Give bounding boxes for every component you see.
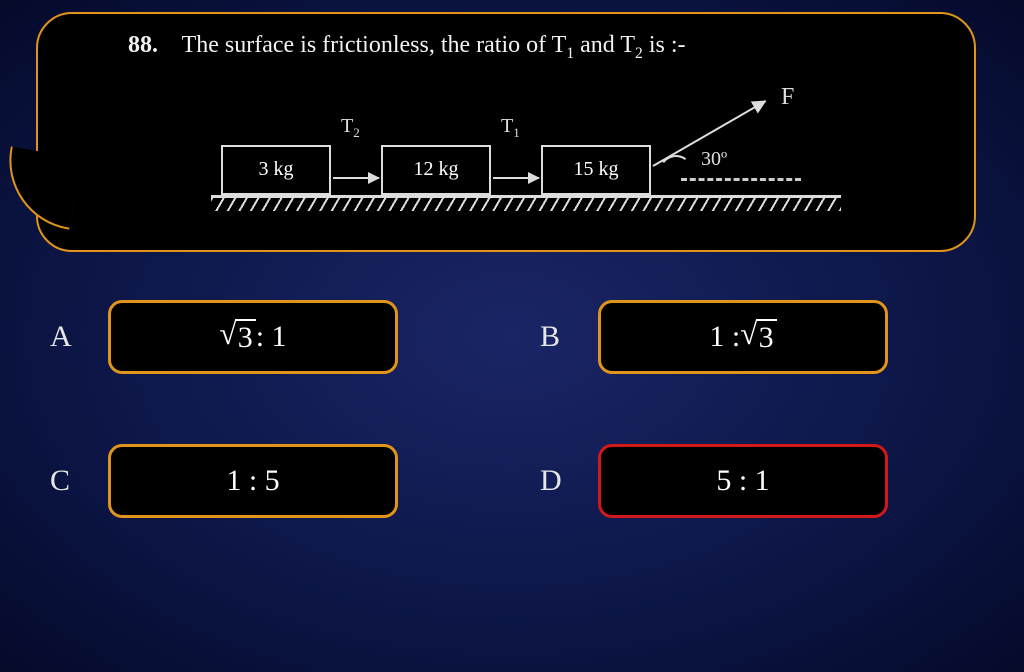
option-a[interactable]: 3 : 1 [108,300,398,374]
option-c[interactable]: 1 : 5 [108,444,398,518]
tension-label-t1: T1 [501,115,520,141]
block-12kg: 12 kg [381,145,491,195]
force-label: F [781,84,794,111]
ground-hatching [211,198,841,211]
option-d[interactable]: 5 : 1 [598,444,888,518]
tension-arrow-t1 [493,177,539,179]
option-c-text: 1 : 5 [226,464,279,498]
bubble-tail [0,146,82,229]
sub-1: 1 [566,45,574,62]
option-row-d: D 5 : 1 [540,444,970,518]
option-a-rest: : 1 [256,320,287,354]
question-number: 88. [128,32,158,58]
t2-sub: 2 [353,125,360,140]
angle-label: 30º [701,148,727,171]
question-text: 88. The surface is frictionless, the rat… [128,32,934,63]
reference-dashed-line [681,178,801,181]
block-12kg-label: 12 kg [414,158,459,181]
option-a-sqrtval: 3 [235,319,256,355]
option-letter-b: B [540,320,570,354]
option-row-a: A 3 : 1 [50,300,480,374]
question-body-2: and T [574,32,635,58]
option-b-pre: 1 : [709,320,740,354]
t2-letter: T [341,115,353,137]
diagram: 3 kg 12 kg 15 kg T2 T1 F 30º [221,91,841,231]
option-row-c: C 1 : 5 [50,444,480,518]
question-body-1: The surface is frictionless, the ratio o… [182,32,567,58]
options-grid: A 3 : 1 B 1 : 3 C 1 : 5 D 5 : 1 [50,300,970,518]
t1-letter: T [501,115,513,137]
option-letter-a: A [50,320,80,354]
sqrt-icon: 3 [219,319,255,355]
block-3kg-label: 3 kg [259,158,294,181]
question-body-3: is :- [643,32,686,58]
ground-line [211,195,841,211]
option-d-text: 5 : 1 [716,464,769,498]
tension-label-t2: T2 [341,115,360,141]
block-15kg: 15 kg [541,145,651,195]
option-row-b: B 1 : 3 [540,300,970,374]
block-3kg: 3 kg [221,145,331,195]
question-bubble: 88. The surface is frictionless, the rat… [36,12,976,252]
option-b[interactable]: 1 : 3 [598,300,888,374]
t1-sub: 1 [513,125,520,140]
block-15kg-label: 15 kg [574,158,619,181]
sqrt-icon: 3 [740,319,776,355]
sub-2: 2 [635,45,643,62]
option-b-sqrtval: 3 [756,319,777,355]
option-letter-c: C [50,464,80,498]
tension-arrow-t2 [333,177,379,179]
option-letter-d: D [540,464,570,498]
